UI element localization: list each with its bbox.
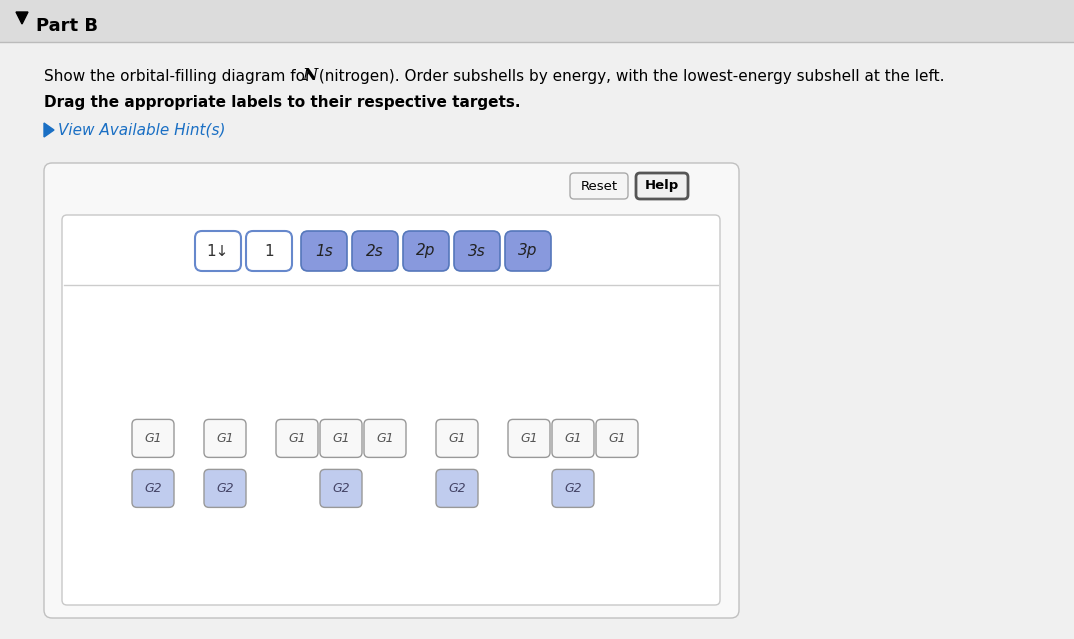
Text: 3s: 3s [468, 243, 485, 259]
FancyBboxPatch shape [62, 215, 720, 605]
FancyBboxPatch shape [195, 231, 241, 271]
Polygon shape [16, 12, 28, 24]
Text: G1: G1 [564, 432, 582, 445]
Text: 3p: 3p [519, 243, 538, 259]
FancyBboxPatch shape [508, 419, 550, 458]
FancyBboxPatch shape [352, 231, 398, 271]
Text: Help: Help [644, 180, 679, 192]
FancyBboxPatch shape [436, 419, 478, 458]
FancyBboxPatch shape [246, 231, 292, 271]
FancyBboxPatch shape [132, 470, 174, 507]
FancyBboxPatch shape [505, 231, 551, 271]
Text: 1↓: 1↓ [207, 243, 229, 259]
Text: G1: G1 [448, 432, 466, 445]
FancyBboxPatch shape [204, 419, 246, 458]
Text: 2s: 2s [366, 243, 383, 259]
Bar [0, 0, 1074, 42]
Text: 1s: 1s [315, 243, 333, 259]
FancyBboxPatch shape [436, 470, 478, 507]
Text: G1: G1 [608, 432, 626, 445]
Text: G1: G1 [288, 432, 306, 445]
Text: G1: G1 [144, 432, 162, 445]
FancyBboxPatch shape [403, 231, 449, 271]
Text: G2: G2 [216, 482, 234, 495]
Text: Show the orbital-filling diagram for: Show the orbital-filling diagram for [44, 68, 316, 84]
Text: Reset: Reset [580, 180, 618, 192]
FancyBboxPatch shape [552, 419, 594, 458]
Text: Drag the appropriate labels to their respective targets.: Drag the appropriate labels to their res… [44, 95, 521, 111]
Text: 2p: 2p [417, 243, 436, 259]
Text: G1: G1 [520, 432, 538, 445]
Polygon shape [44, 123, 54, 137]
Text: G2: G2 [448, 482, 466, 495]
Text: N: N [302, 68, 317, 84]
FancyBboxPatch shape [454, 231, 500, 271]
FancyBboxPatch shape [364, 419, 406, 458]
FancyBboxPatch shape [132, 419, 174, 458]
FancyBboxPatch shape [204, 470, 246, 507]
Text: G1: G1 [332, 432, 350, 445]
FancyBboxPatch shape [636, 173, 688, 199]
Text: 1: 1 [264, 243, 274, 259]
FancyBboxPatch shape [596, 419, 638, 458]
FancyBboxPatch shape [320, 419, 362, 458]
Text: (nitrogen). Order subshells by energy, with the lowest-energy subshell at the le: (nitrogen). Order subshells by energy, w… [314, 68, 944, 84]
FancyBboxPatch shape [552, 470, 594, 507]
FancyBboxPatch shape [570, 173, 628, 199]
Text: G1: G1 [376, 432, 394, 445]
Text: G2: G2 [144, 482, 162, 495]
Text: G2: G2 [332, 482, 350, 495]
FancyBboxPatch shape [44, 163, 739, 618]
Text: Part B: Part B [37, 17, 98, 35]
FancyBboxPatch shape [301, 231, 347, 271]
Text: G1: G1 [216, 432, 234, 445]
Text: G2: G2 [564, 482, 582, 495]
FancyBboxPatch shape [320, 470, 362, 507]
FancyBboxPatch shape [276, 419, 318, 458]
Text: View Available Hint(s): View Available Hint(s) [58, 123, 226, 137]
